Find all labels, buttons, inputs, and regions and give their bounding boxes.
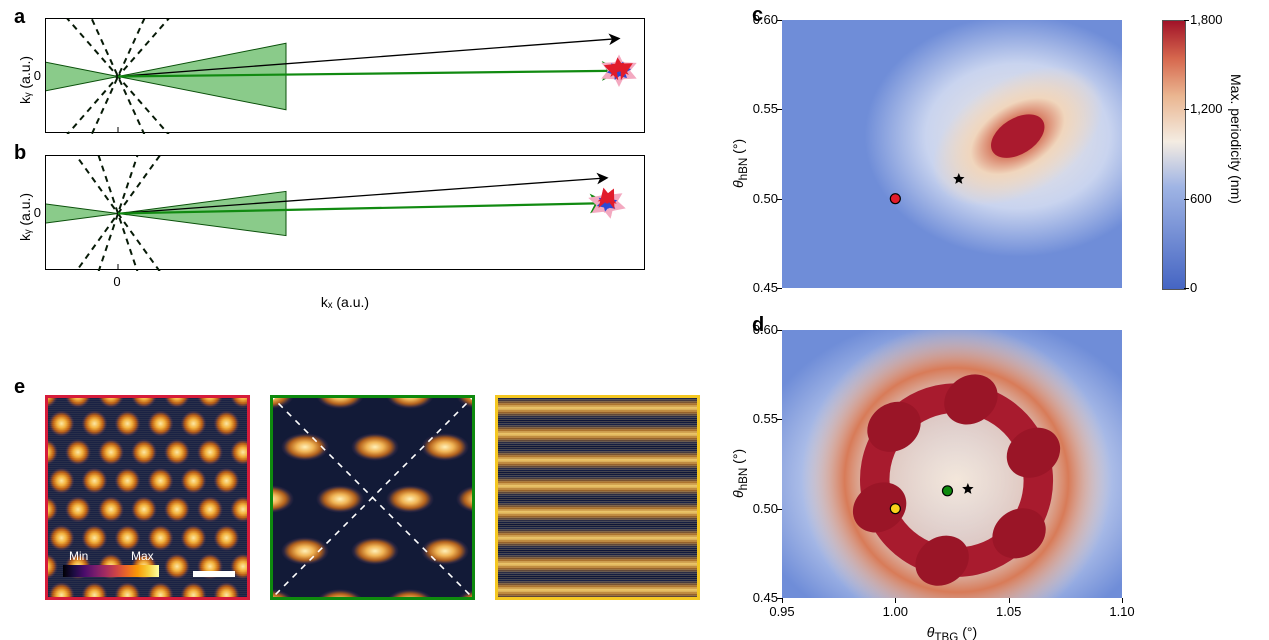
colorbar-tick-0: 0 [1190, 280, 1240, 296]
panel-ab-xlabel: kₓ (a.u.) [305, 294, 385, 310]
panel-c-ytick-0.5: 0.50 [742, 191, 778, 206]
colorbar-tick-1800: 1,800 [1190, 12, 1240, 28]
panel-label-a: a [14, 6, 25, 29]
panel-d-ylabel: θhBN (°) [730, 449, 750, 498]
panel-c-ytick-0.45: 0.45 [742, 280, 778, 295]
panel-b-svg [46, 156, 646, 271]
panel-d-ytick-0.45: 0.45 [742, 590, 778, 605]
panel-d-xtick-0.95: 0.95 [762, 604, 802, 619]
panel-d-ytick-0.55: 0.55 [742, 411, 778, 426]
panel-e-tile-2 [495, 395, 700, 600]
panel-e-tile-0: Min Max [45, 395, 250, 600]
panel-a-ylabel: kᵧ (a.u.) [17, 55, 33, 103]
panel-c-ytick-0.55: 0.55 [742, 101, 778, 116]
panel-c-ylabel: θhBN (°) [730, 139, 750, 188]
panel-d-ytick-0.5: 0.50 [742, 501, 778, 516]
colorbar-title: Max. periodicity (nm) [1228, 74, 1244, 204]
panel-e-tile-1 [270, 395, 475, 600]
panel-label-e: e [14, 376, 25, 399]
panel-c-ytick-0.6: 0.60 [742, 12, 778, 27]
panel-b-box [45, 155, 645, 270]
panel-e-min-label: Min [69, 549, 88, 563]
panel-d-xtick-1: 1.00 [875, 604, 915, 619]
panel-d-xtick-1.05: 1.05 [989, 604, 1029, 619]
panel-a-box [45, 18, 645, 133]
panel-b-ylabel: kᵧ (a.u.) [17, 192, 33, 240]
panel-b-xtick-0: 0 [110, 274, 124, 289]
panel-d-ytick-0.6: 0.60 [742, 322, 778, 337]
panel-d-xlabel: θTBG (°) [907, 624, 997, 640]
panel-label-b: b [14, 142, 26, 165]
panel-e-scalebar [193, 571, 235, 577]
panel-d-xtick-1.1: 1.10 [1102, 604, 1142, 619]
panel-c-box [782, 20, 1122, 288]
panel-a-svg [46, 19, 646, 134]
colorbar [1162, 20, 1186, 290]
panel-c-svg [782, 20, 1122, 288]
panel-d-box [782, 330, 1122, 598]
panel-d-svg [782, 330, 1122, 598]
panel-e-max-label: Max [131, 549, 154, 563]
panel-e-inset-colorbar [63, 565, 159, 577]
